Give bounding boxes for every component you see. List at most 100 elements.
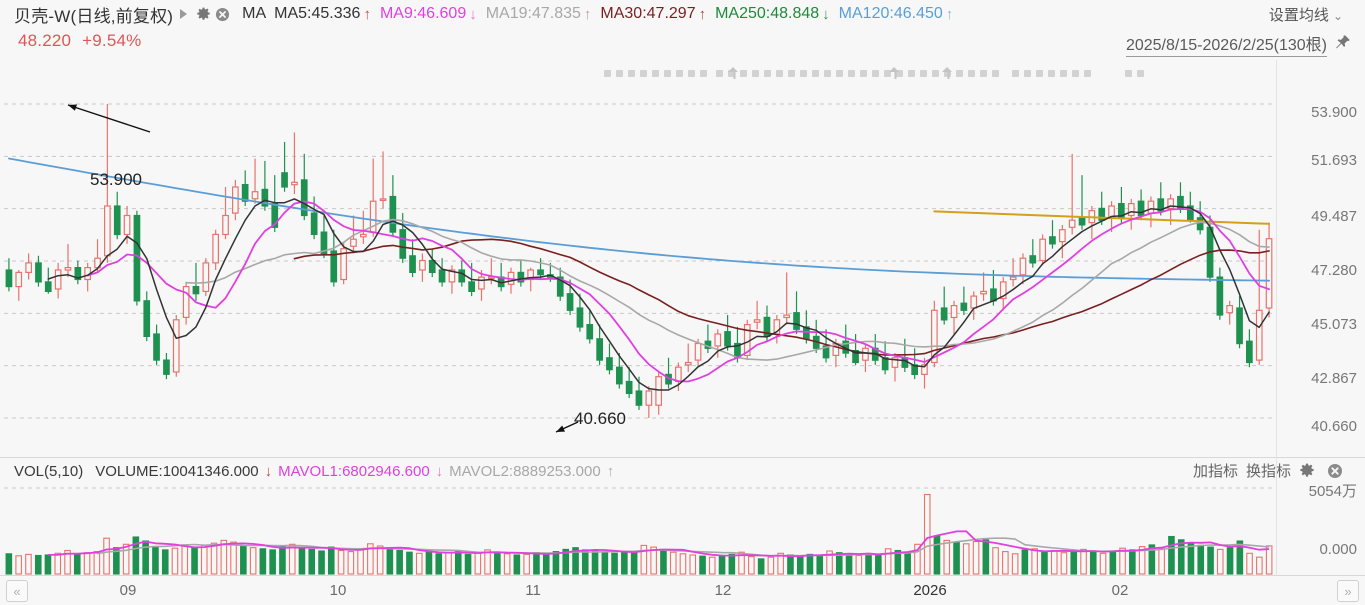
volume-bar[interactable] bbox=[64, 549, 71, 575]
candle[interactable] bbox=[113, 191, 121, 240]
event-marker-icon[interactable] bbox=[604, 70, 611, 77]
candle[interactable] bbox=[1098, 191, 1106, 225]
volume-bar[interactable] bbox=[367, 543, 374, 575]
volume-bar[interactable] bbox=[406, 551, 413, 575]
event-marker-icon[interactable] bbox=[664, 70, 671, 77]
candle[interactable] bbox=[674, 362, 682, 391]
candle[interactable] bbox=[684, 343, 692, 372]
volume-bar[interactable] bbox=[1021, 549, 1029, 575]
volume-bar[interactable] bbox=[1216, 548, 1224, 575]
volume-bar[interactable] bbox=[1148, 544, 1156, 575]
candle[interactable] bbox=[192, 262, 200, 301]
candle[interactable] bbox=[753, 300, 761, 330]
volume-bar[interactable] bbox=[73, 553, 81, 575]
candle[interactable] bbox=[714, 329, 722, 358]
volume-bar[interactable] bbox=[523, 553, 530, 575]
candle[interactable] bbox=[360, 210, 367, 244]
candle[interactable] bbox=[1226, 300, 1234, 325]
volume-bar[interactable] bbox=[787, 554, 794, 575]
event-marker-icon[interactable] bbox=[1048, 70, 1055, 77]
volume-bar[interactable] bbox=[640, 544, 648, 575]
candle[interactable] bbox=[1245, 329, 1253, 368]
volume-bar[interactable] bbox=[572, 547, 579, 575]
volume-bar[interactable] bbox=[425, 551, 433, 575]
ma19-value[interactable]: MA19:47.835 bbox=[485, 5, 581, 22]
volume-bar[interactable] bbox=[953, 541, 960, 575]
candle[interactable] bbox=[911, 348, 919, 380]
volume-bar[interactable] bbox=[484, 549, 491, 575]
event-marker-icon[interactable] bbox=[932, 70, 939, 77]
volume-bar[interactable] bbox=[191, 546, 198, 575]
volume-bar[interactable] bbox=[1207, 546, 1214, 575]
candle[interactable] bbox=[123, 205, 131, 244]
settings-ma-button[interactable]: 设置均线 ⌄ bbox=[1269, 4, 1343, 25]
volume-bar[interactable] bbox=[1089, 550, 1097, 575]
volume-bar[interactable] bbox=[113, 547, 120, 575]
volume-bar[interactable] bbox=[83, 552, 91, 575]
volume-bar[interactable] bbox=[1138, 546, 1146, 575]
candle[interactable] bbox=[862, 343, 869, 372]
candle[interactable] bbox=[478, 270, 485, 301]
candle[interactable] bbox=[222, 187, 229, 240]
event-marker-icon[interactable] bbox=[788, 70, 795, 77]
candle[interactable] bbox=[212, 229, 219, 271]
volume-bar[interactable] bbox=[1041, 551, 1048, 575]
volume-chart-panel[interactable]: VOL(5,10) VOLUME:10041346.000 ↓ MAVOL1:6… bbox=[0, 457, 1365, 575]
event-marker-icon[interactable] bbox=[800, 70, 807, 77]
event-marker-icon[interactable] bbox=[716, 70, 723, 77]
volume-bar[interactable] bbox=[826, 550, 833, 575]
candle[interactable] bbox=[1117, 187, 1125, 223]
mavol2-value[interactable]: MAVOL2:8889253.000 bbox=[449, 462, 601, 480]
candle[interactable] bbox=[1216, 267, 1224, 320]
volume-bar[interactable] bbox=[1236, 540, 1244, 575]
event-marker-arrow-icon[interactable] bbox=[942, 67, 952, 79]
volume-bar[interactable] bbox=[474, 552, 482, 575]
event-marker-icon[interactable] bbox=[968, 70, 975, 77]
volume-bars[interactable] bbox=[0, 484, 1280, 576]
volume-bar[interactable] bbox=[835, 552, 843, 575]
volume-bar[interactable] bbox=[1197, 544, 1205, 575]
candle[interactable] bbox=[517, 260, 525, 287]
volume-bar[interactable] bbox=[396, 549, 403, 575]
candle[interactable] bbox=[645, 386, 653, 418]
volume-bar[interactable] bbox=[669, 551, 677, 575]
volume-bar[interactable] bbox=[699, 555, 706, 575]
candle[interactable] bbox=[74, 260, 82, 285]
volume-bar[interactable] bbox=[1109, 551, 1117, 575]
candle[interactable] bbox=[1137, 189, 1145, 221]
volume-bar[interactable] bbox=[1256, 556, 1263, 575]
candle[interactable] bbox=[428, 248, 436, 278]
candle[interactable] bbox=[271, 175, 279, 233]
volume-bar[interactable] bbox=[933, 535, 941, 575]
event-marker-icon[interactable] bbox=[1125, 70, 1132, 77]
event-marker-icon[interactable] bbox=[1024, 70, 1031, 77]
candle[interactable] bbox=[15, 270, 23, 301]
volume-bar[interactable] bbox=[445, 552, 452, 575]
event-marker-arrow-icon[interactable] bbox=[728, 67, 738, 79]
candle[interactable] bbox=[64, 243, 72, 278]
candle[interactable] bbox=[950, 300, 958, 335]
event-marker-icon[interactable] bbox=[1036, 70, 1043, 77]
volume-bar[interactable] bbox=[1119, 547, 1126, 575]
volume-bar[interactable] bbox=[220, 539, 228, 575]
candle[interactable] bbox=[448, 265, 456, 294]
event-marker-arrow-icon[interactable] bbox=[889, 67, 899, 79]
candle[interactable] bbox=[625, 367, 633, 399]
volume-bar[interactable] bbox=[581, 549, 589, 575]
volume-bar[interactable] bbox=[327, 546, 335, 575]
candle[interactable] bbox=[379, 151, 387, 209]
volume-bar[interactable] bbox=[1099, 552, 1107, 575]
volume-bar[interactable] bbox=[923, 493, 931, 575]
event-marker-icon[interactable] bbox=[836, 70, 843, 77]
event-marker-icon[interactable] bbox=[992, 70, 999, 77]
event-marker-icon[interactable] bbox=[1084, 70, 1091, 77]
event-marker-icon[interactable] bbox=[908, 70, 915, 77]
volume-bar[interactable] bbox=[884, 548, 892, 575]
ma30-value[interactable]: MA30:47.297 bbox=[600, 5, 696, 22]
candle[interactable] bbox=[596, 324, 604, 365]
candle[interactable] bbox=[1019, 253, 1027, 285]
candle[interactable] bbox=[389, 175, 397, 237]
candle[interactable] bbox=[615, 353, 623, 389]
volume-bar[interactable] bbox=[1246, 552, 1253, 575]
add-indicator-button[interactable]: 加指标 bbox=[1192, 463, 1238, 480]
